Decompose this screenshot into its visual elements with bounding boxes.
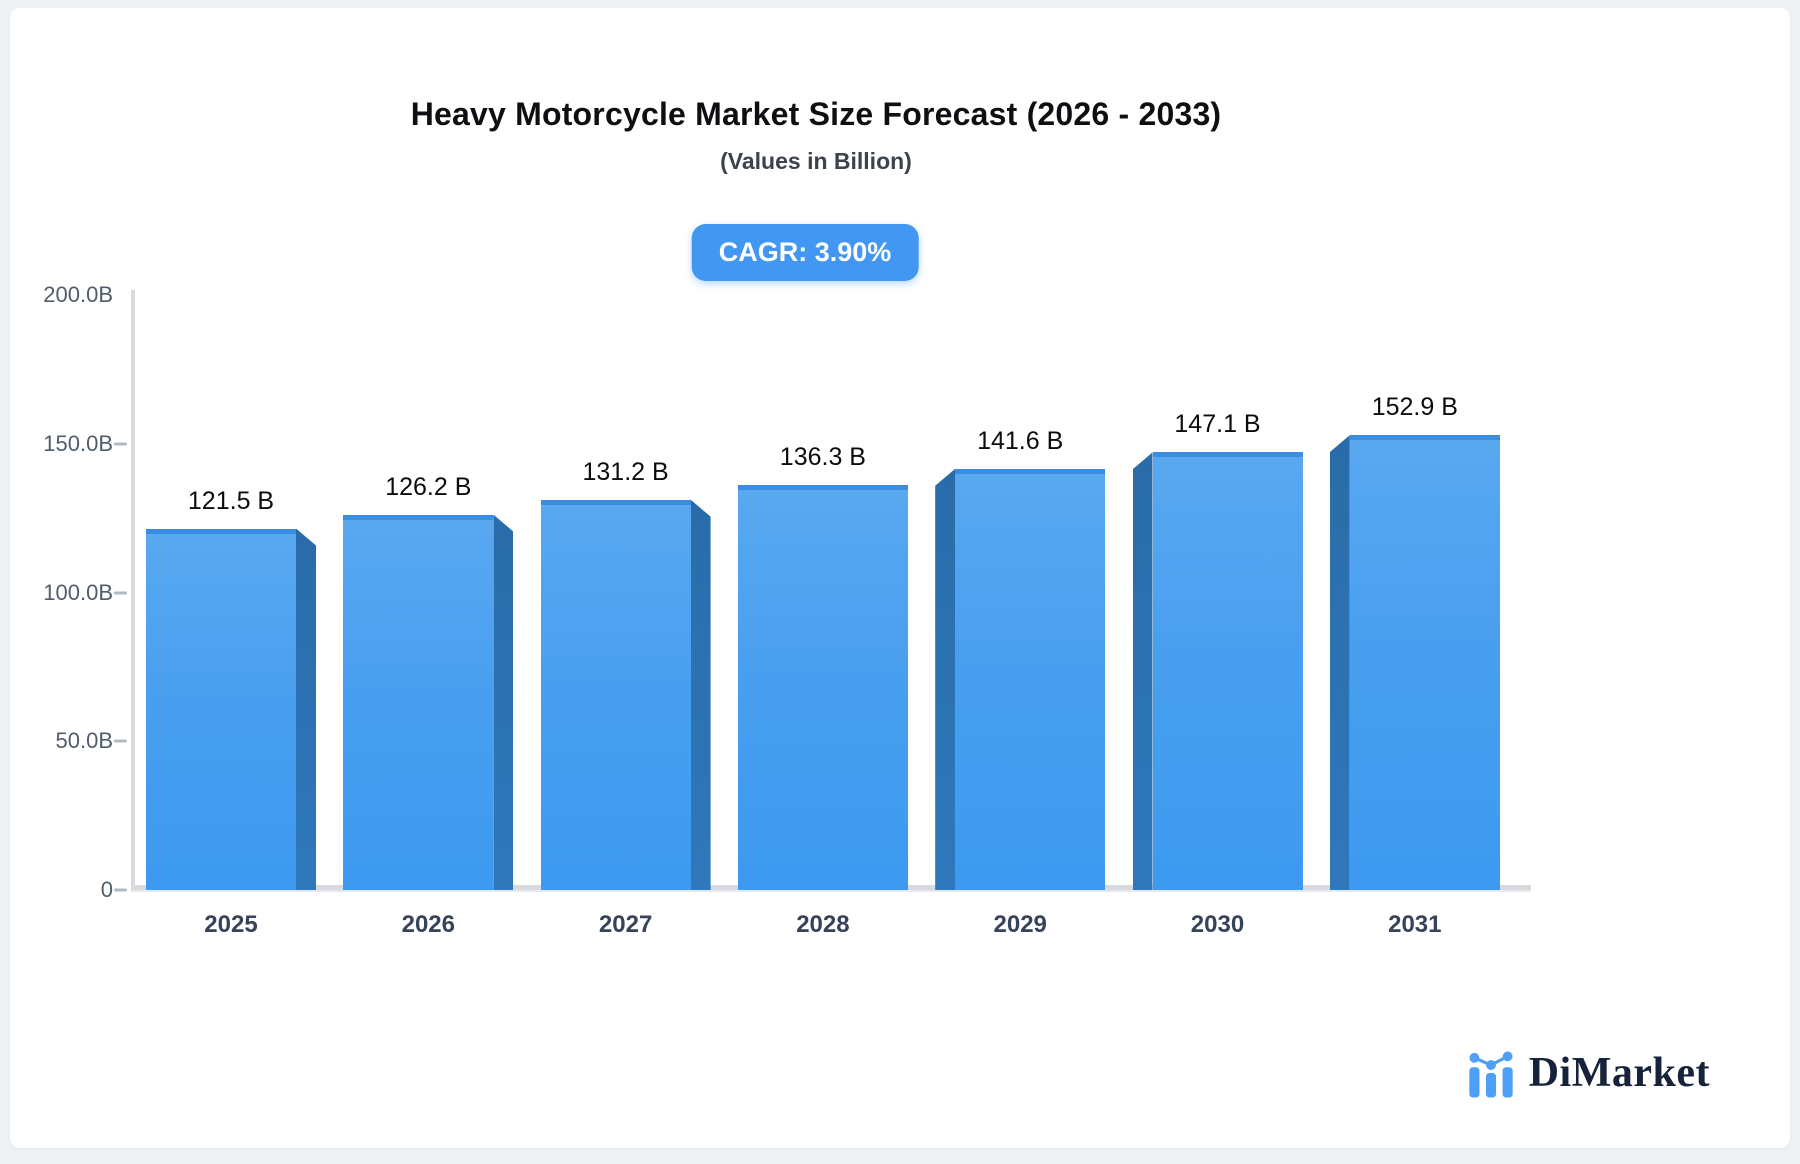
bar-2027 [540,499,711,890]
chart-title: Heavy Motorcycle Market Size Forecast (2… [410,96,1222,132]
bar-2031 [1329,435,1500,890]
bar-3d-side [296,528,316,890]
y-tick-mark [114,739,127,743]
bar-3d-side [935,468,956,890]
bar-value-label: 131.2 B [582,457,669,486]
y-tick-label: 50.0B [55,728,114,754]
chart-subtitle: (Values in Billion) [720,148,912,174]
y-tick-mark [114,442,127,446]
brand-logo-text: DiMarket [1528,1050,1710,1096]
chart-card: Heavy Motorcycle Market Size Forecast (2… [10,8,1790,1148]
bar-3d-side [493,514,514,890]
bar-face [1152,452,1303,890]
bar-2026 [343,514,514,890]
y-tick-mark [114,591,127,594]
bar-value-label: 126.2 B [385,472,472,501]
y-tick-label: 150.0B [43,430,113,456]
bar-face [540,499,691,890]
x-axis-label-2030: 2030 [1190,911,1245,938]
bar-2029 [935,468,1106,890]
y-axis-line [131,290,135,890]
bar-2025 [146,528,316,890]
bar-value-label: 147.1 B [1174,410,1261,439]
bar-2030 [1132,452,1303,890]
bar-value-label: 152.9 B [1371,393,1458,422]
x-axis-label-2025: 2025 [204,911,258,938]
bar-3d-side [1132,452,1153,890]
bar-value-label: 141.6 B [977,426,1064,455]
y-tick-mark [114,888,127,892]
bar-face [737,484,908,890]
bar-face [955,468,1106,890]
brand-logo: DiMarket [1465,1048,1710,1098]
bar-3d-side [690,499,711,890]
bar-face [1349,435,1500,890]
x-axis-label-2027: 2027 [598,911,653,938]
x-axis-label-2026: 2026 [401,911,455,938]
x-axis-label-2029: 2029 [993,911,1047,938]
x-axis-label-2031: 2031 [1388,911,1442,938]
bar-chart-plot-area: 200.0B 150.0B 100.0B 50.0B 0 121.5 B 126.2 B 1… [10,8,1800,1164]
y-tick-label: 0 [100,877,113,902]
y-tick-label: 100.0B [43,579,113,605]
y-tick-label: 200.0B [43,282,113,307]
bar-2028 [737,484,908,890]
x-axis-label-2028: 2028 [796,911,850,938]
bar-face [343,514,494,890]
bar-3d-side [1329,435,1350,890]
bar-value-label: 136.3 B [779,442,866,471]
bar-face [146,528,296,890]
cagr-badge: CAGR: 3.90% [691,224,919,281]
bar-value-label: 121.5 B [187,486,275,515]
bar-chart-logo-icon [1469,1051,1513,1098]
